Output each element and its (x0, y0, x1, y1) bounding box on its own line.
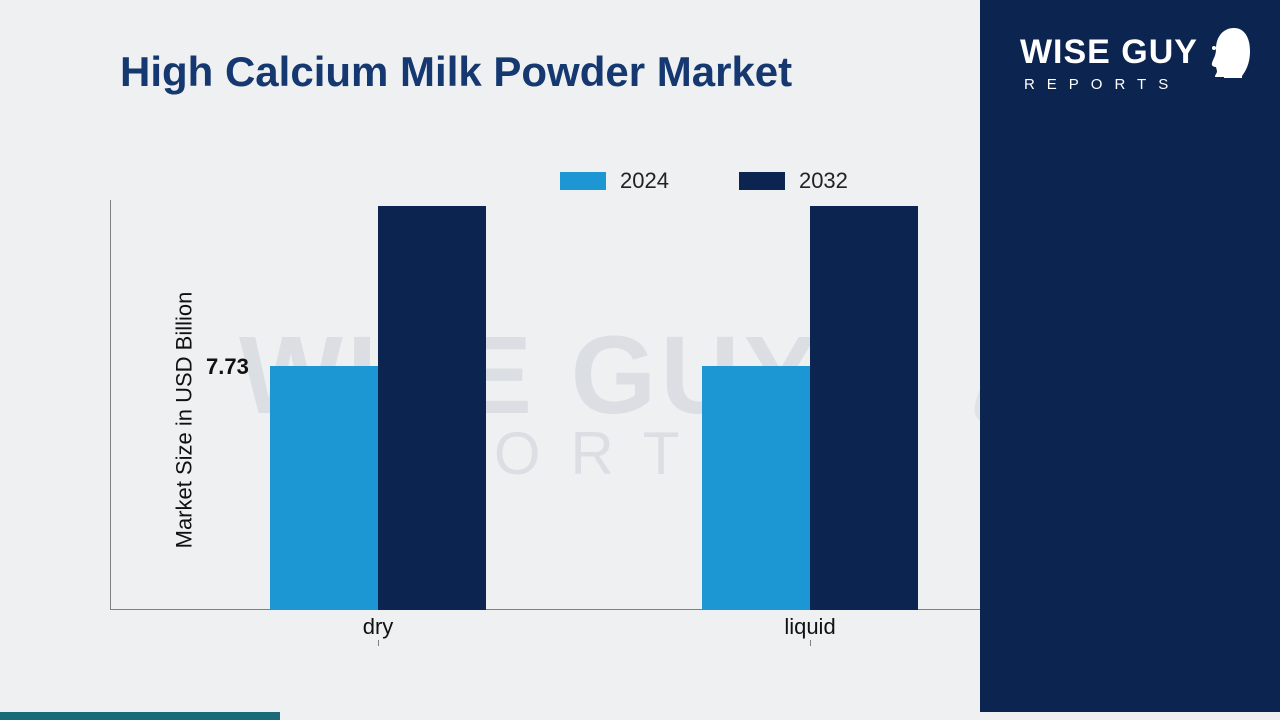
legend-item-2032: 2032 (739, 168, 848, 194)
bar-rect (378, 206, 486, 610)
stage: WISE GUY REPORTS WISE GUY REPORTS High C… (0, 0, 1280, 720)
x-tick (810, 640, 811, 646)
legend-swatch-2024 (560, 172, 606, 190)
bottom-strip (0, 712, 280, 720)
plot-area: 7.73dry liquid (110, 200, 980, 610)
category-dry: 7.73dry (270, 206, 486, 610)
category-label-liquid: liquid (784, 614, 835, 640)
bar-liquid-2032 (810, 206, 918, 610)
right-panel-front (980, 0, 1280, 712)
legend-label-2024: 2024 (620, 168, 669, 194)
legend: 2024 2032 (560, 168, 848, 194)
legend-swatch-2032 (739, 172, 785, 190)
bar-value-label: 7.73 (206, 354, 249, 380)
bar-rect (810, 206, 918, 610)
brand-logo: WISE GUY REPORTS (1020, 26, 1252, 93)
logo-main-text: WISE GUY (1020, 33, 1198, 72)
logo-sub-text: REPORTS (1020, 76, 1252, 93)
bar-rect (270, 366, 378, 610)
x-tick (378, 640, 379, 646)
logo-head-icon (1208, 26, 1252, 78)
bar-chart: Market Size in USD Billion 7.73dryliquid (110, 200, 980, 640)
legend-item-2024: 2024 (560, 168, 669, 194)
bar-liquid-2024 (702, 366, 810, 610)
bar-rect (702, 366, 810, 610)
category-liquid: liquid (702, 206, 918, 610)
page-title: High Calcium Milk Powder Market (120, 48, 792, 96)
category-label-dry: dry (363, 614, 394, 640)
legend-label-2032: 2032 (799, 168, 848, 194)
bar-dry-2032 (378, 206, 486, 610)
bar-dry-2024: 7.73 (270, 366, 378, 610)
